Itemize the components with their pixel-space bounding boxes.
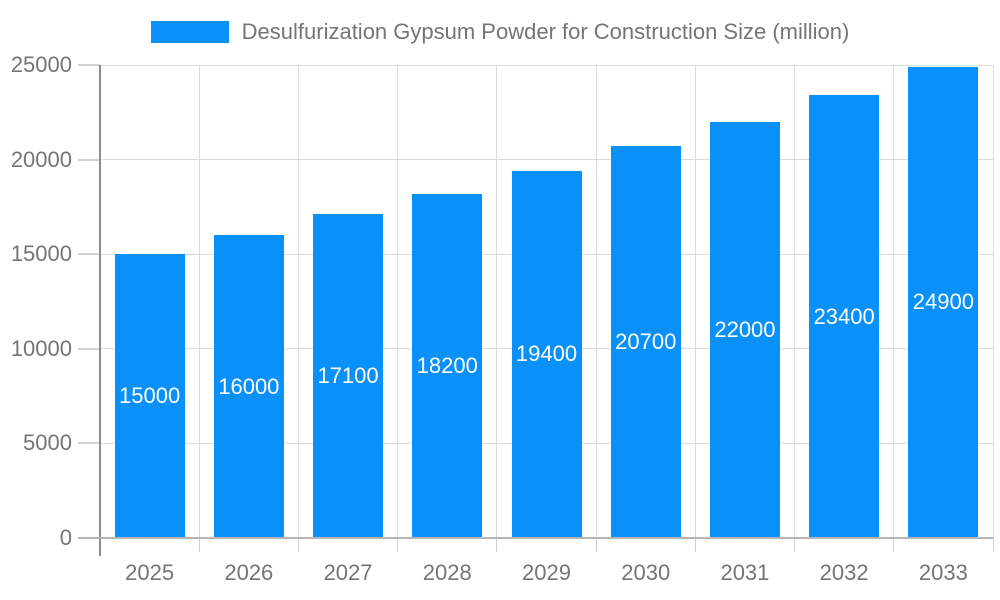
x-gridline	[595, 65, 597, 538]
x-tick-label: 2031	[720, 560, 770, 585]
x-tick-label: 2025	[125, 560, 175, 585]
bar-value-label: 20700	[615, 329, 677, 355]
x-tick-label: 2027	[323, 560, 373, 585]
y-gridline	[100, 159, 993, 161]
x-axis-tick	[893, 538, 895, 552]
x-gridline	[397, 65, 399, 538]
bar-2031[interactable]: 22000	[709, 121, 780, 538]
y-tick-label: 5000	[23, 430, 72, 456]
x-axis-tick	[794, 538, 796, 552]
x-axis-tick	[297, 538, 299, 552]
x-tick-label: 2032	[819, 560, 869, 585]
legend-label[interactable]: Desulfurization Gypsum Powder for Constr…	[241, 19, 850, 44]
bar-2026[interactable]: 16000	[213, 235, 284, 538]
y-axis-tick	[78, 158, 100, 161]
x-gridline	[694, 65, 696, 538]
y-axis-tick	[78, 253, 100, 256]
y-tick-label: 25000	[10, 52, 72, 77]
x-axis-tick	[694, 538, 696, 552]
bar-2033[interactable]: 24900	[908, 66, 979, 538]
bar-value-label: 17100	[317, 363, 379, 389]
x-gridline	[992, 65, 994, 538]
y-gridline	[100, 64, 993, 66]
y-tick-label: 15000	[10, 241, 72, 267]
y-tick-label: 20000	[10, 146, 72, 172]
bar-value-label: 23400	[813, 303, 875, 329]
y-axis-tick	[78, 442, 100, 445]
bar-value-label: 15000	[119, 383, 181, 409]
bar-2030[interactable]: 20700	[610, 146, 681, 538]
bar-2025[interactable]: 15000	[114, 254, 185, 538]
x-gridline	[198, 65, 200, 538]
y-axis-line	[99, 65, 101, 556]
x-gridline	[794, 65, 796, 538]
x-axis-tick	[992, 538, 994, 552]
bar-value-label: 18200	[416, 352, 478, 378]
x-axis-tick	[198, 538, 200, 552]
x-axis-tick	[595, 538, 597, 552]
plot-area: 0 5000 10000 15000 20000 25000 15000 16000 17100…	[11, 52, 994, 585]
x-tick-label: 2029	[522, 560, 571, 585]
x-tick-label: 2026	[224, 560, 274, 585]
bar-2029[interactable]: 19400	[511, 170, 582, 538]
x-gridline	[297, 65, 299, 538]
bar-value-label: 19400	[515, 341, 578, 367]
x-tick-label: 2028	[422, 560, 472, 585]
bar-2028[interactable]: 18200	[412, 193, 483, 538]
x-axis-line	[78, 537, 993, 539]
x-tick-label: 2033	[918, 560, 968, 585]
bar-value-label: 16000	[218, 373, 280, 399]
x-gridline	[496, 65, 498, 538]
x-tick-label: 2030	[621, 560, 671, 585]
bar-2032[interactable]: 23400	[809, 95, 880, 538]
y-axis-tick	[78, 64, 100, 66]
x-axis-tick	[496, 538, 498, 552]
y-axis-tick	[78, 347, 100, 350]
y-tick-label: 10000	[10, 335, 72, 361]
x-gridline	[893, 65, 895, 538]
x-axis-tick	[397, 538, 399, 552]
legend: Desulfurization Gypsum Powder for Constr…	[0, 21, 1000, 43]
bar-value-label: 24900	[912, 289, 974, 315]
bar-2027[interactable]: 17100	[313, 214, 384, 538]
y-tick-label: 0	[59, 525, 72, 550]
bar-value-label: 22000	[714, 316, 776, 342]
legend-swatch[interactable]	[150, 21, 229, 43]
